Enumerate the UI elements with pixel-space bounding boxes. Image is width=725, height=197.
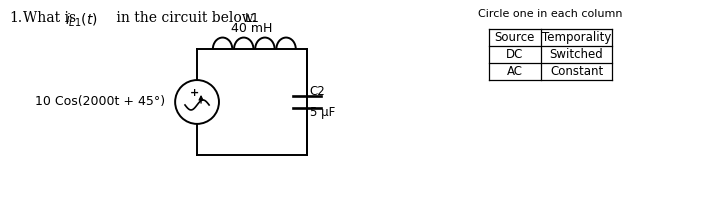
Text: 5 μF: 5 μF (310, 106, 335, 119)
Text: in the circuit below.: in the circuit below. (112, 11, 257, 25)
Text: DC: DC (506, 48, 523, 61)
Text: L1: L1 (244, 12, 260, 25)
Text: Temporality: Temporality (542, 31, 611, 44)
Text: AC: AC (507, 65, 523, 78)
Text: What is: What is (22, 11, 80, 25)
Text: 40 mH: 40 mH (231, 22, 273, 35)
Text: Constant: Constant (550, 65, 603, 78)
Text: C2: C2 (310, 85, 326, 98)
Text: Source: Source (494, 31, 535, 44)
Text: 10 Cos(2000t + 45°): 10 Cos(2000t + 45°) (35, 96, 165, 109)
Text: Switched: Switched (550, 48, 603, 61)
Text: Circle one in each column: Circle one in each column (478, 9, 623, 19)
Text: 1.: 1. (9, 11, 23, 25)
Text: +: + (189, 88, 199, 98)
Text: $i_{L1}(t)$: $i_{L1}(t)$ (65, 11, 97, 29)
